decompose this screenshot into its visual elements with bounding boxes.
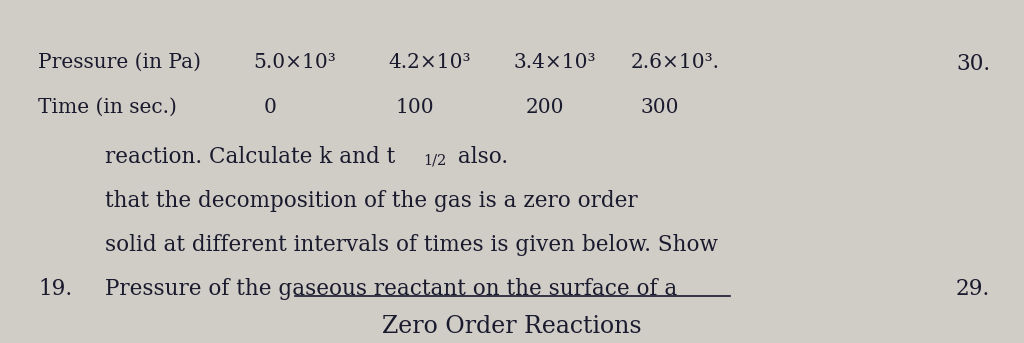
Text: 100: 100: [395, 98, 434, 117]
Text: 200: 200: [525, 98, 564, 117]
Text: 2.6×10³.: 2.6×10³.: [631, 53, 720, 72]
Text: that the decomposition of the gas is a zero order: that the decomposition of the gas is a z…: [105, 190, 638, 212]
Text: 3.4×10³: 3.4×10³: [514, 53, 596, 72]
Text: 30.: 30.: [955, 53, 990, 75]
Text: reaction. Calculate k and t: reaction. Calculate k and t: [105, 146, 395, 168]
Text: 0: 0: [263, 98, 276, 117]
Text: 29.: 29.: [955, 278, 990, 300]
Text: 300: 300: [641, 98, 679, 117]
Text: also.: also.: [451, 146, 508, 168]
Text: 5.0×10³: 5.0×10³: [254, 53, 336, 72]
Text: Zero Order Reactions: Zero Order Reactions: [382, 315, 642, 338]
Text: solid at different intervals of times is given below. Show: solid at different intervals of times is…: [105, 234, 718, 256]
Text: Pressure of the gaseous reactant on the surface of a: Pressure of the gaseous reactant on the …: [105, 278, 677, 300]
Text: 1/2: 1/2: [423, 154, 446, 168]
Text: 4.2×10³: 4.2×10³: [389, 53, 471, 72]
Text: Time (in sec.): Time (in sec.): [38, 98, 177, 117]
Text: 19.: 19.: [38, 278, 72, 300]
Text: Pressure (in Pa): Pressure (in Pa): [38, 53, 201, 72]
